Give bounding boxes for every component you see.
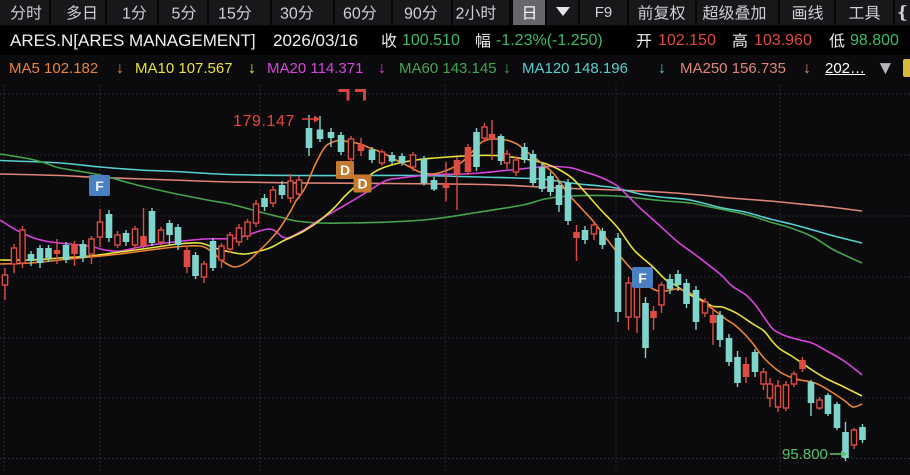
svg-text:F: F bbox=[638, 270, 647, 286]
svg-text:F: F bbox=[95, 178, 104, 194]
svg-text:179.147: 179.147 bbox=[233, 113, 295, 130]
svg-text:D: D bbox=[340, 162, 350, 178]
svg-text:95.800: 95.800 bbox=[782, 446, 828, 463]
svg-text:D: D bbox=[357, 176, 367, 192]
